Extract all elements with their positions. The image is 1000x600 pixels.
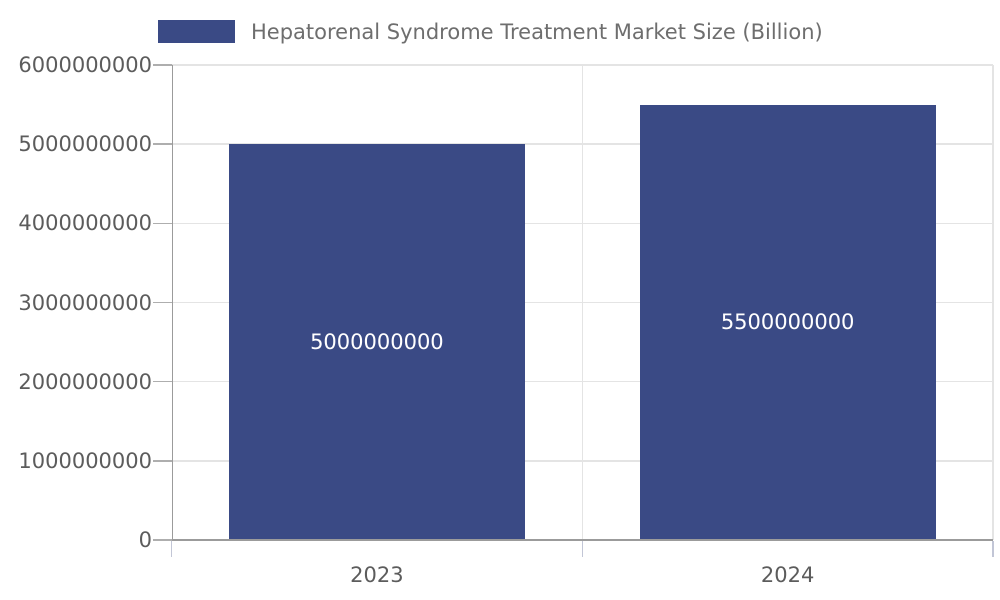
y-tick-mark xyxy=(153,301,172,304)
y-tick-label: 4000000000 xyxy=(18,211,152,236)
y-tick-label: 5000000000 xyxy=(18,132,152,157)
x-axis-label-2023: 2023 xyxy=(350,563,404,587)
legend-swatch[interactable] xyxy=(158,20,235,43)
x-axis-line xyxy=(171,539,993,541)
v-gridline xyxy=(992,65,994,540)
y-tick-mark xyxy=(153,380,172,383)
v-gridline xyxy=(581,65,583,540)
y-tick-mark xyxy=(153,222,172,225)
bar-value-label-2023: 5000000000 xyxy=(310,330,444,355)
x-axis-label-2024: 2024 xyxy=(760,563,815,587)
bar-2024[interactable]: 5500000000 xyxy=(639,104,936,540)
y-tick-label: 1000000000 xyxy=(18,448,152,473)
y-tick-mark xyxy=(153,539,172,541)
x-tick-mark xyxy=(992,541,994,557)
y-tick-label: 6000000000 xyxy=(18,53,152,77)
x-tick-mark xyxy=(170,541,173,557)
y-tick-label: 0 xyxy=(138,528,152,552)
y-tick-label: 2000000000 xyxy=(18,369,152,394)
x-tick-mark xyxy=(581,541,583,557)
y-axis-line xyxy=(171,65,174,541)
y-tick-mark xyxy=(153,143,172,145)
chart-title: Hepatorenal Syndrome Treatment Market Si… xyxy=(251,20,823,44)
y-tick-mark xyxy=(153,460,172,462)
bar-value-label-2024: 5500000000 xyxy=(720,310,855,335)
bar-2023[interactable]: 5000000000 xyxy=(228,144,525,540)
y-tick-label: 3000000000 xyxy=(18,290,152,315)
y-tick-mark xyxy=(153,64,172,66)
